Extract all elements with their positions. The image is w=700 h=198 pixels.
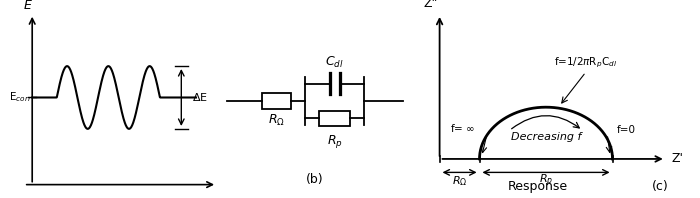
Text: E: E (24, 0, 32, 12)
Text: E$_{corr}$: E$_{corr}$ (9, 91, 32, 104)
Text: (c): (c) (652, 180, 668, 193)
FancyBboxPatch shape (262, 93, 291, 109)
FancyBboxPatch shape (319, 110, 350, 126)
Text: $R_\Omega$: $R_\Omega$ (268, 113, 286, 128)
Text: f=0: f=0 (617, 125, 636, 135)
Text: f=1/2$\pi$R$_p$C$_{dl}$: f=1/2$\pi$R$_p$C$_{dl}$ (554, 55, 617, 70)
Text: Z': Z' (671, 152, 683, 166)
Text: Z": Z" (423, 0, 438, 10)
Text: $R_\Omega$: $R_\Omega$ (452, 174, 468, 188)
Text: Response: Response (508, 180, 568, 193)
Text: $\Delta$E: $\Delta$E (192, 91, 208, 104)
Text: f= $\infty$: f= $\infty$ (450, 122, 475, 134)
Text: $C_{dl}$: $C_{dl}$ (326, 55, 344, 70)
Text: (b): (b) (306, 173, 324, 186)
Text: Decreasing f: Decreasing f (511, 132, 581, 142)
Text: $R_p$: $R_p$ (539, 172, 553, 189)
Text: $R_p$: $R_p$ (327, 132, 342, 149)
